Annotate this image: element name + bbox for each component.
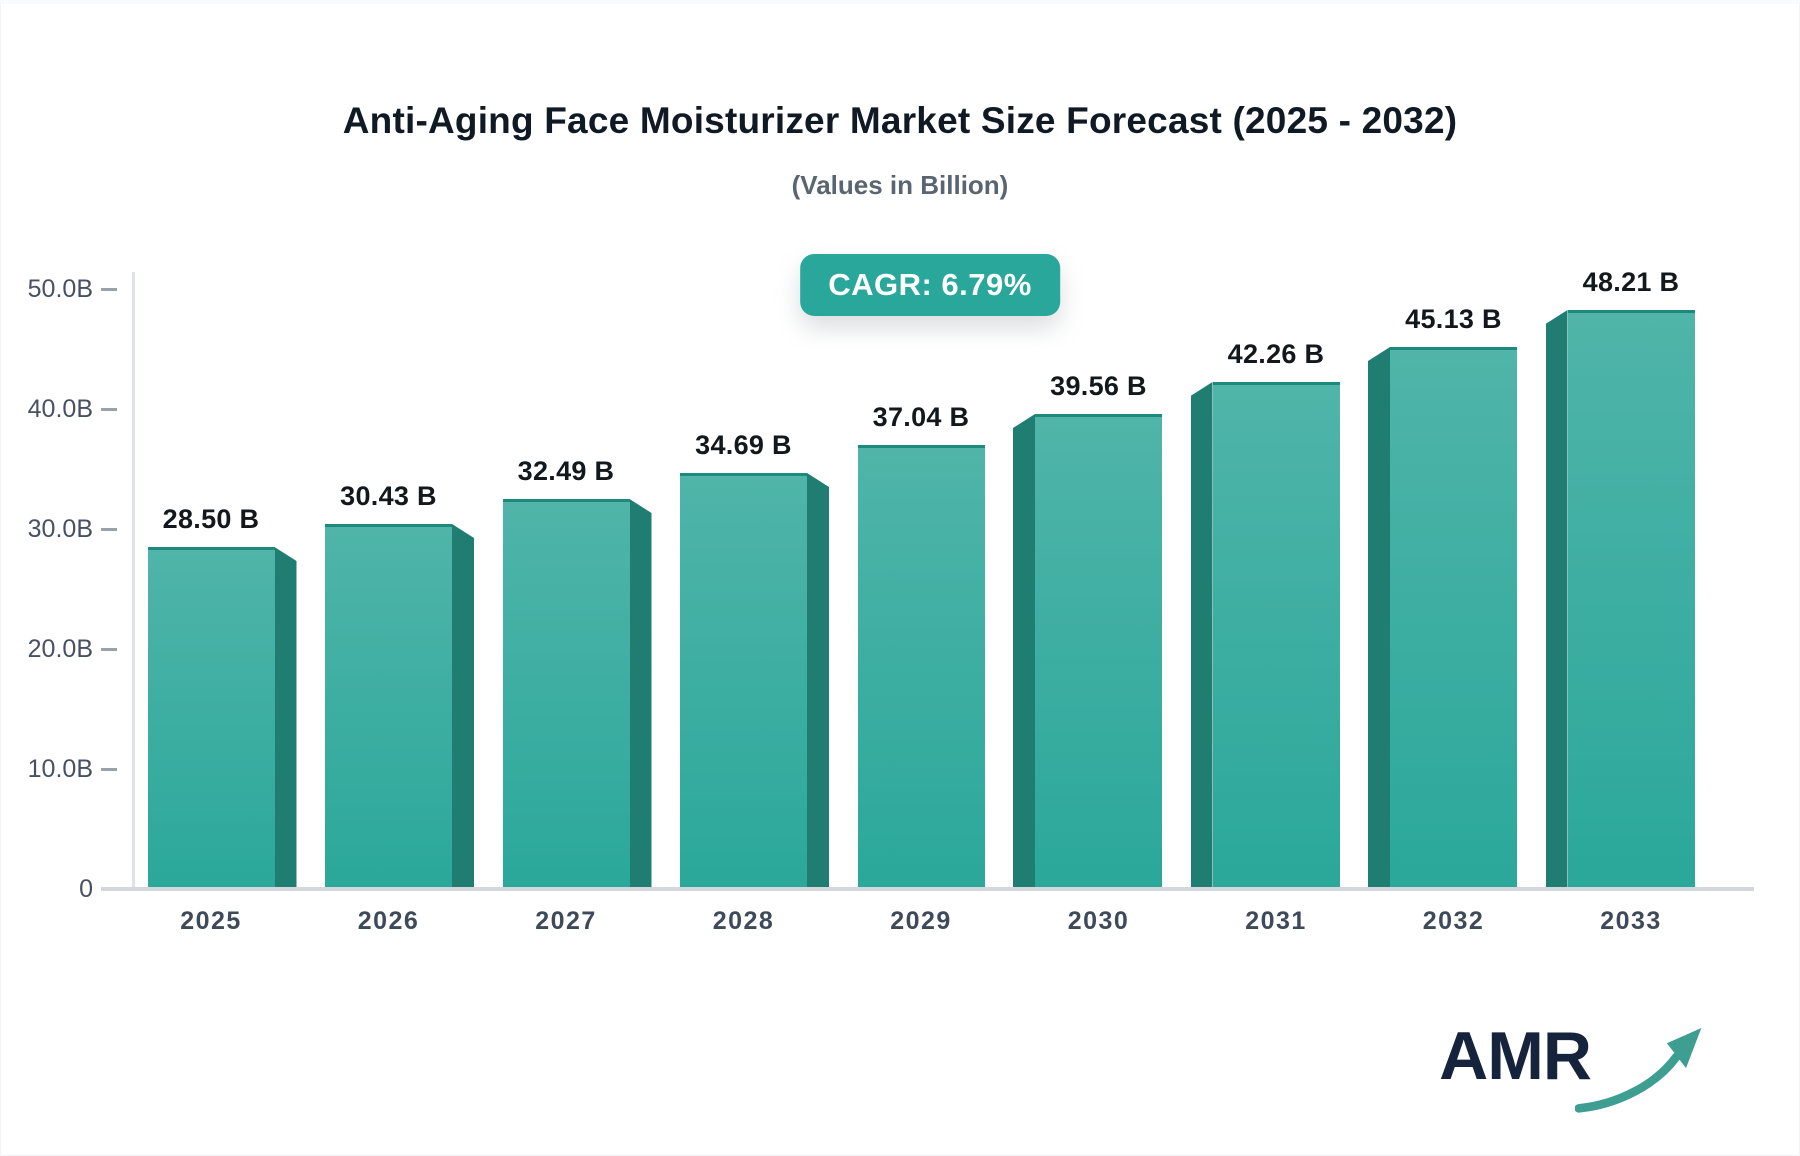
amr-logo: AMR	[1439, 1022, 1709, 1120]
growth-arrow-icon	[1575, 1027, 1702, 1113]
x-axis-label-2027: 2027	[535, 907, 597, 935]
bar-value-label-2029: 37.04 B	[872, 402, 970, 432]
bar-value-label-2032: 45.13 B	[1405, 304, 1502, 334]
bar-side-2027	[629, 499, 652, 889]
x-axis-label-2032: 2032	[1422, 907, 1485, 935]
bar-2028	[680, 473, 807, 889]
bar-2030	[1035, 414, 1162, 889]
y-axis-label: 20.0B	[27, 635, 93, 663]
x-axis-line	[101, 887, 1754, 891]
bar-value-label-2028: 34.69 B	[695, 430, 792, 460]
x-axis-label-2025: 2025	[180, 907, 242, 935]
bar-2029	[857, 445, 985, 889]
cagr-badge: CAGR: 6.79%	[800, 254, 1060, 316]
bar-2033	[1567, 310, 1695, 889]
bar-value-label-2025: 28.50 B	[162, 504, 260, 534]
chart-subtitle: (Values in Billion)	[791, 170, 1009, 200]
x-axis-label-2031: 2031	[1245, 907, 1307, 935]
amr-logo-text: AMR	[1439, 1018, 1592, 1094]
bar-side-2033	[1545, 310, 1568, 889]
y-axis-tick	[101, 648, 117, 651]
bar-value-label-2027: 32.49 B	[517, 456, 615, 486]
y-axis-tick	[101, 768, 117, 771]
bar-side-2026	[452, 524, 474, 889]
bar-side-2031	[1190, 382, 1213, 889]
y-axis-tick	[101, 288, 117, 291]
bar-value-label-2033: 48.21 B	[1582, 267, 1680, 297]
x-axis-label-2026: 2026	[357, 907, 420, 935]
y-axis-label: 10.0B	[27, 755, 93, 783]
bar-value-label-2026: 30.43 B	[340, 481, 437, 511]
bar-2027	[502, 499, 630, 889]
bar-value-label-2030: 39.56 B	[1050, 371, 1147, 401]
y-axis-label: 0	[79, 875, 93, 903]
chart-title: Anti-Aging Face Moisturizer Market Size …	[342, 100, 1458, 141]
y-axis-label: 50.0B	[27, 275, 93, 303]
y-axis-tick	[101, 408, 117, 411]
bar-side-2030	[1013, 414, 1035, 889]
y-axis-tick	[101, 528, 117, 531]
bar-2032	[1390, 347, 1517, 889]
bar-2031	[1212, 382, 1340, 889]
x-axis-label-2033: 2033	[1600, 907, 1662, 935]
bar-value-label-2031: 42.26 B	[1227, 339, 1325, 369]
plot-area: 28.50 B 30.43 B 32.49 B 34.69 B 37.04 B 39.56…	[114, 267, 1746, 889]
bar-2025	[147, 547, 275, 889]
bar-side-2032	[1368, 347, 1390, 889]
bar-2026	[325, 524, 452, 889]
x-axis-label-2028: 2028	[712, 907, 775, 935]
y-axis-label: 30.0B	[27, 515, 93, 543]
y-axis-label: 40.0B	[27, 395, 93, 423]
bar-side-2028	[807, 473, 829, 889]
bar-side-2025	[274, 547, 297, 889]
y-axis-line	[132, 272, 135, 891]
x-axis-label-2030: 2030	[1067, 907, 1130, 935]
x-axis-label-2029: 2029	[890, 907, 952, 935]
